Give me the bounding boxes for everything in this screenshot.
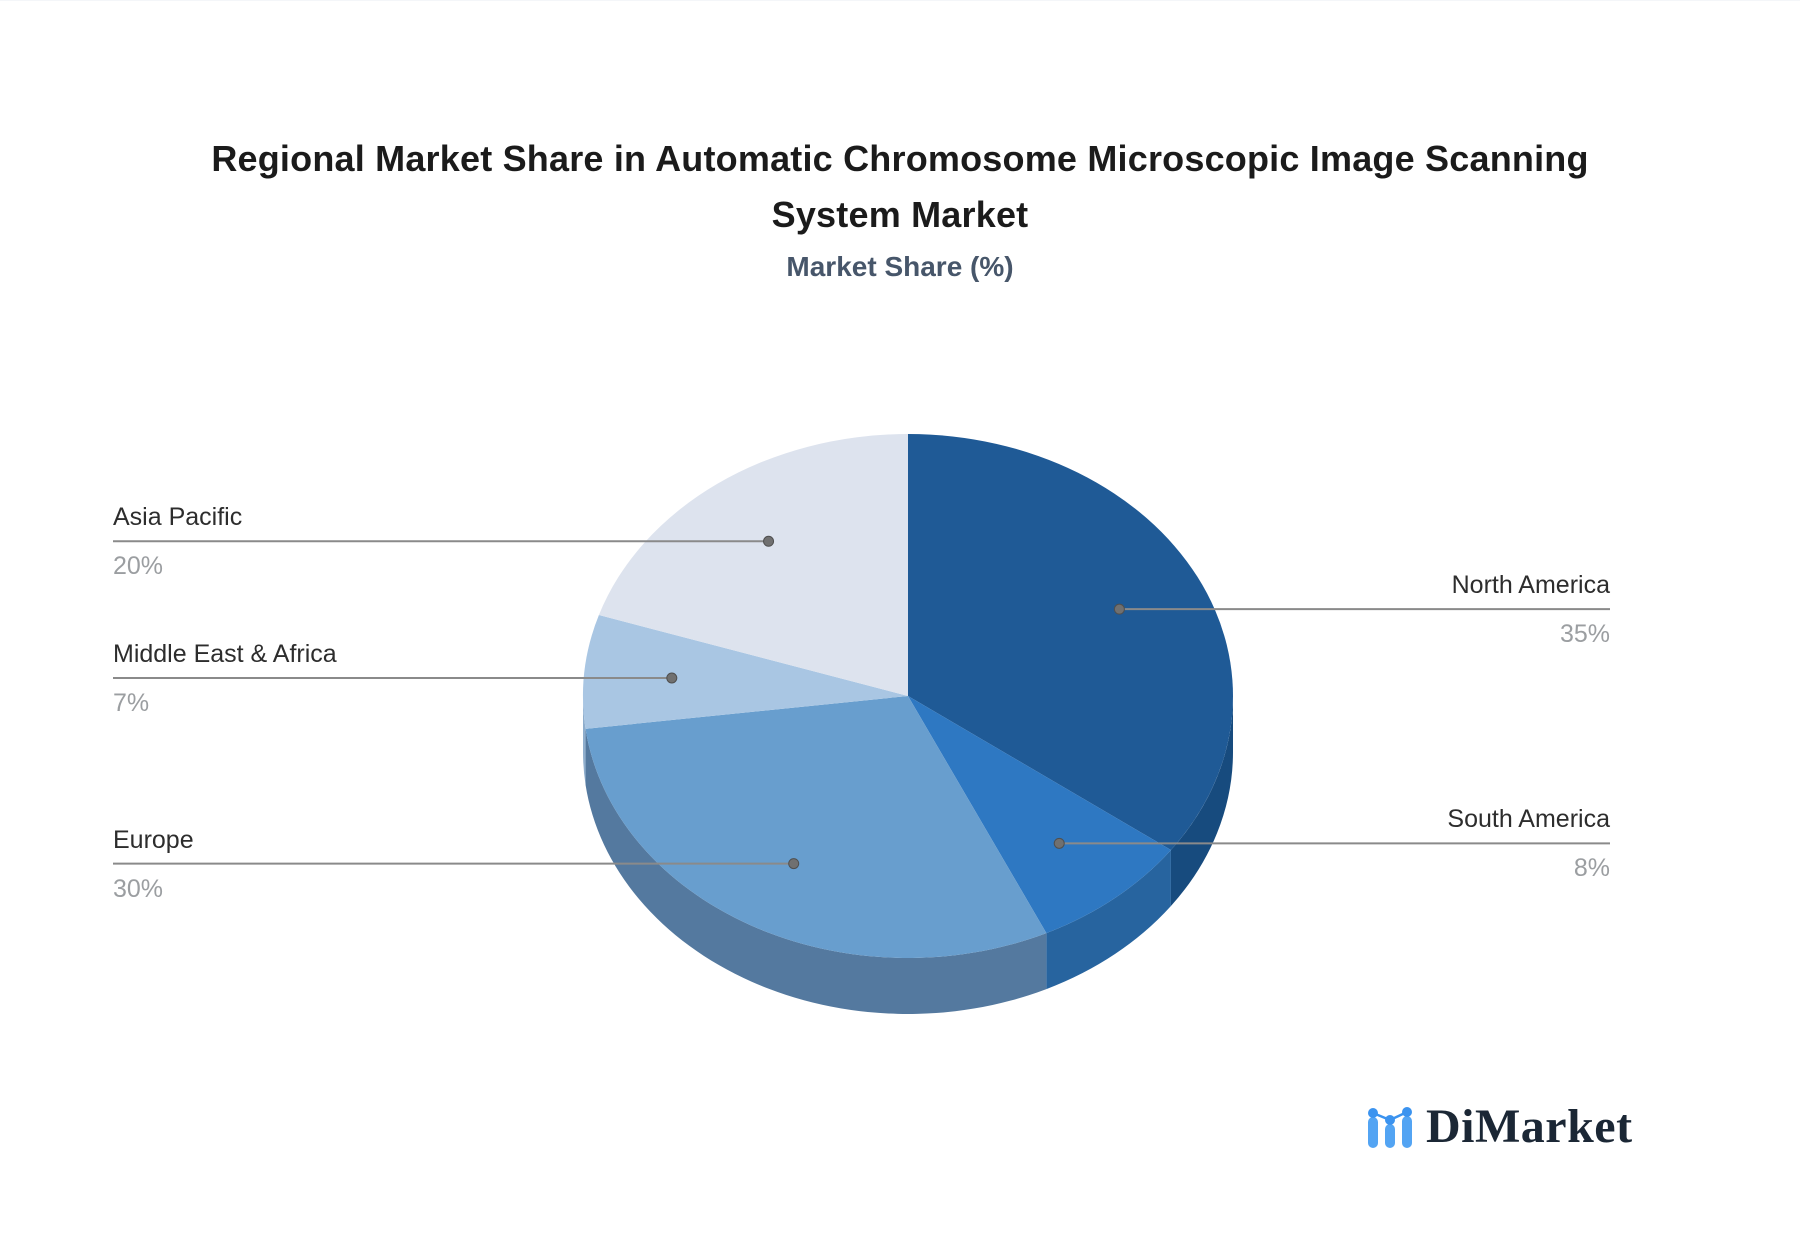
- leader-dot-asia-pacific: [763, 535, 775, 547]
- chart-title-line2: System Market: [771, 194, 1029, 235]
- pie-slice-middle-east-africa[interactable]: [583, 615, 908, 729]
- pie-slice-europe[interactable]: [585, 696, 1047, 958]
- pie-slice-south-america[interactable]: [908, 696, 1171, 934]
- pie-slice-side-north-america: [1170, 696, 1233, 906]
- slice-label-name: North America: [1451, 571, 1610, 600]
- leader-dot-europe: [788, 858, 800, 870]
- pie-slice-asia-pacific[interactable]: [598, 434, 908, 696]
- slice-label-name: South America: [1447, 805, 1610, 834]
- slice-label-value: 35%: [1559, 620, 1610, 649]
- chart-subtitle: Market Share (%): [786, 251, 1014, 282]
- pie-slice-side-middle-east-africa: [583, 696, 586, 785]
- slice-label-name: Asia Pacific: [113, 503, 243, 532]
- logo-text: DiMarket: [1426, 1100, 1633, 1153]
- slice-label-name: Europe: [113, 825, 194, 854]
- leader-dot-south-america: [1053, 837, 1065, 849]
- pie-slice-north-america[interactable]: [908, 434, 1234, 850]
- chart-title: Regional Market Share in Automatic Chrom…: [0, 131, 1800, 243]
- leader-dot-north-america: [1113, 603, 1125, 615]
- dimarket-logo: DiMarket: [1366, 1099, 1633, 1154]
- pie-slice-side-south-america: [1046, 849, 1171, 990]
- slice-label-value: 20%: [113, 552, 164, 581]
- slice-label-value: 7%: [113, 689, 150, 717]
- bar-chart-icon: [1368, 1106, 1412, 1148]
- slice-label-value: 30%: [113, 874, 164, 903]
- leader-dot-middle-east-africa: [666, 672, 678, 684]
- pie-slice-side-europe: [585, 728, 1047, 1014]
- slice-label-name: Middle East & Africa: [113, 640, 337, 668]
- chart-title-line1: Regional Market Share in Automatic Chrom…: [211, 138, 1589, 179]
- slice-label-value: 8%: [1573, 854, 1610, 883]
